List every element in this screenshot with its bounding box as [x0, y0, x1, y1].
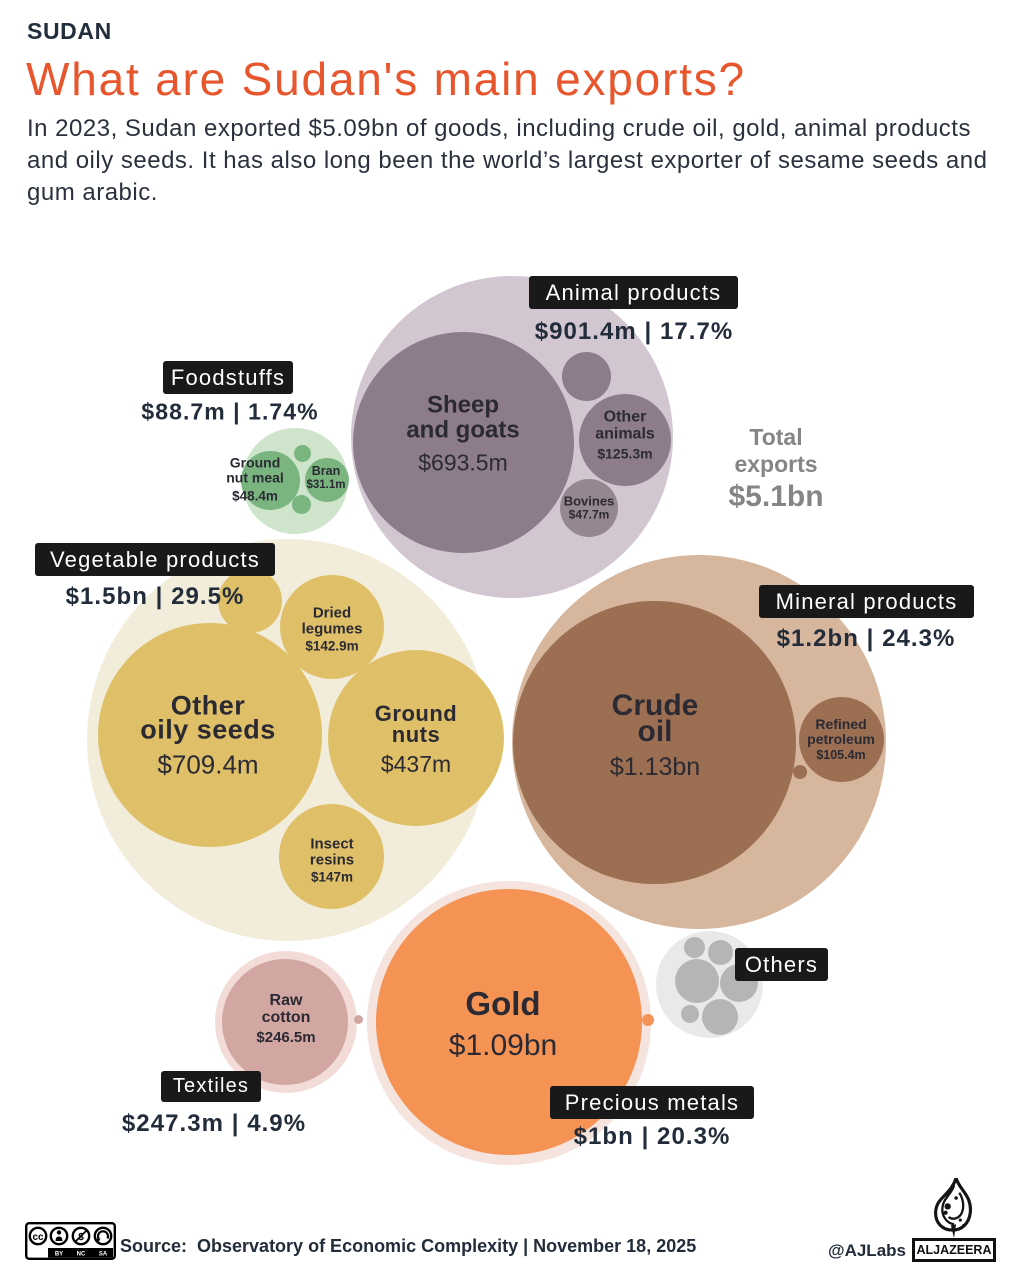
svg-text:cc: cc — [32, 1232, 44, 1243]
svg-text:NC: NC — [77, 1252, 86, 1258]
svg-text:BY: BY — [55, 1252, 63, 1258]
svg-text:$: $ — [78, 1232, 84, 1243]
svg-text:SA: SA — [99, 1252, 108, 1258]
